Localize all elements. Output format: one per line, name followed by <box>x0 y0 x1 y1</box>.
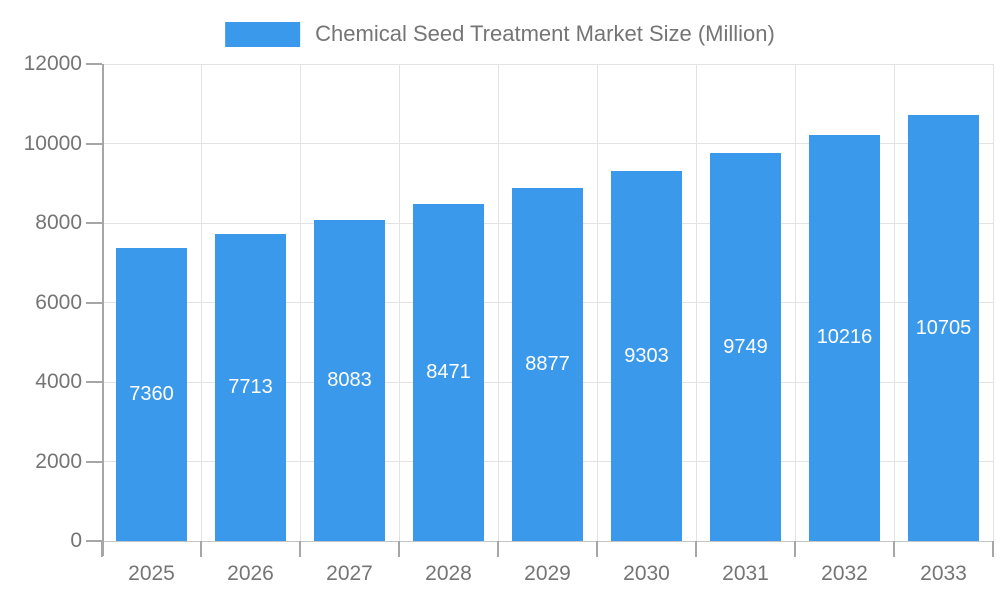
x-tick-1 <box>200 541 202 557</box>
y-axis-label-10000: 10000 <box>23 131 82 155</box>
y-axis-label-8000: 8000 <box>35 211 82 234</box>
x-gridline-3 <box>398 64 400 541</box>
y-tick-10000 <box>86 142 102 145</box>
bar-value-label-2030: 9303 <box>624 344 669 367</box>
x-axis-label-2028: 2028 <box>425 562 472 585</box>
bar-2028[interactable]: 8471 <box>413 204 484 541</box>
y-tick-2000 <box>86 460 102 463</box>
x-axis-label-2032: 2032 <box>821 562 868 585</box>
y-gridline-10000 <box>102 143 993 144</box>
y-axis-label-12000: 12000 <box>23 52 82 75</box>
bar-2026[interactable]: 7713 <box>215 234 286 541</box>
bar-2033[interactable]: 10705 <box>908 115 979 541</box>
y-tick-8000 <box>86 222 102 224</box>
x-gridline-9 <box>992 64 994 541</box>
bar-value-label-2025: 7360 <box>129 383 174 406</box>
bar-2029[interactable]: 8877 <box>512 188 583 541</box>
x-gridline-5 <box>596 64 598 541</box>
x-axis-label-2029: 2029 <box>524 562 571 585</box>
y-tick-12000 <box>86 63 102 65</box>
y-tick-6000 <box>86 301 102 304</box>
x-axis-label-2027: 2027 <box>326 562 373 585</box>
y-gridline-12000 <box>102 63 993 65</box>
bar-2027[interactable]: 8083 <box>314 219 385 541</box>
x-axis-label-2031: 2031 <box>722 562 769 585</box>
x-tick-0 <box>101 541 103 557</box>
y-tick-4000 <box>86 381 102 383</box>
x-tick-7 <box>794 541 796 557</box>
x-axis-label-2030: 2030 <box>623 562 670 585</box>
y-axis-label-4000: 4000 <box>35 370 82 393</box>
x-axis-label-2026: 2026 <box>227 562 274 585</box>
x-gridline-7 <box>794 64 796 541</box>
bar-2031[interactable]: 9749 <box>710 153 781 541</box>
bar-2032[interactable]: 10216 <box>809 134 880 541</box>
bar-value-label-2029: 8877 <box>525 353 570 376</box>
x-axis-label-2033: 2033 <box>920 562 967 585</box>
y-tick-0 <box>86 540 102 542</box>
y-axis-label-6000: 6000 <box>35 290 82 314</box>
bar-value-label-2031: 9749 <box>723 335 768 358</box>
y-axis-label-2000: 2000 <box>35 449 82 473</box>
plot-area: 7360 7713 8083 8471 8877 9303 9749 10216 10705 <box>102 63 994 542</box>
x-tick-8 <box>893 541 895 557</box>
x-tick-5 <box>596 541 598 557</box>
x-gridline-6 <box>695 64 697 541</box>
bar-2030[interactable]: 9303 <box>611 171 682 541</box>
y-axis-line <box>102 64 104 556</box>
x-gridline-1 <box>200 64 202 541</box>
x-tick-2 <box>299 541 301 557</box>
bar-value-label-2028: 8471 <box>426 361 471 384</box>
y-axis-label-0: 0 <box>70 529 82 552</box>
bar-value-label-2026: 7713 <box>228 376 273 399</box>
legend-swatch <box>225 21 301 47</box>
x-axis-label-2025: 2025 <box>128 562 175 585</box>
y-gridline-0 <box>102 540 993 542</box>
x-tick-6 <box>695 541 697 557</box>
bar-value-label-2032: 10216 <box>816 326 873 349</box>
bar-value-label-2027: 8083 <box>327 368 372 391</box>
x-tick-3 <box>398 541 400 557</box>
bar-value-label-2033: 10705 <box>915 316 972 339</box>
bar-2025[interactable]: 7360 <box>116 248 187 541</box>
x-gridline-8 <box>893 64 895 541</box>
x-tick-4 <box>497 541 499 557</box>
legend[interactable]: Chemical Seed Treatment Market Size (Mil… <box>225 21 775 47</box>
legend-label: Chemical Seed Treatment Market Size (Mil… <box>315 21 775 46</box>
x-gridline-4 <box>497 64 499 541</box>
x-tick-9 <box>992 541 994 557</box>
x-gridline-2 <box>299 64 301 541</box>
